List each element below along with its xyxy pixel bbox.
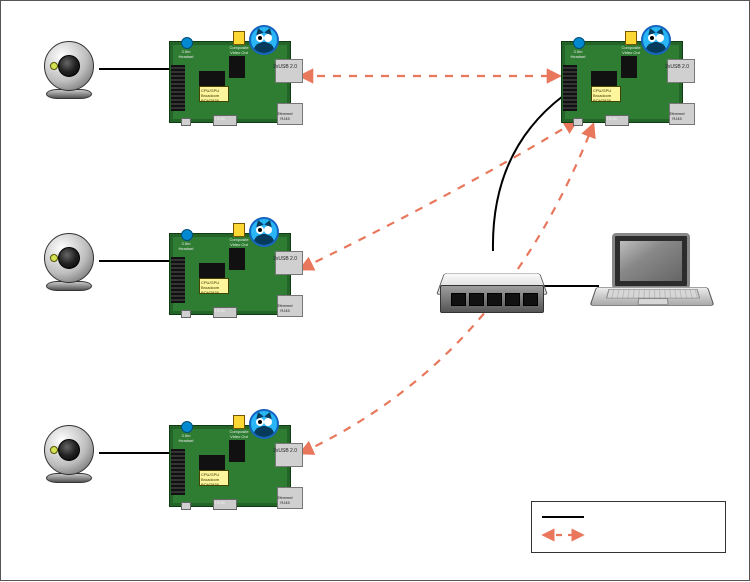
pi-board-pi3: 3.5m Headset Composite Video Out CPU/GPU B…	[169, 415, 299, 507]
pi-sticker-label: CPU/GPU Broadcom BCM2835	[199, 86, 229, 102]
owl-badge-icon	[249, 217, 279, 247]
pi-sticker-label: CPU/GPU Broadcom BCM2835	[591, 86, 621, 102]
pi-mem-chip-icon	[229, 440, 245, 462]
pi-ethernet-label: Ethernet RJ45	[273, 111, 297, 121]
webcam-cam3	[36, 425, 100, 483]
pi-ethernet-label: Ethernet RJ45	[273, 303, 297, 313]
webcam-cam2	[36, 233, 100, 291]
pi-sticker-label: CPU/GPU Broadcom BCM2835	[199, 470, 229, 486]
pi-video-label: Composite Video Out	[225, 237, 253, 247]
pi-ethernet-label: Ethernet RJ45	[665, 111, 689, 121]
laptop-laptop	[596, 233, 706, 323]
pi-usb-label: 2xUSB 2.0	[665, 64, 689, 70]
router-port-icon	[487, 293, 502, 306]
physical-connection-line	[493, 96, 563, 251]
pi-usb-label: 2xUSB 2.0	[273, 256, 297, 262]
pi-usb-label: 2xUSB 2.0	[273, 64, 297, 70]
pi-micro-usb-icon	[181, 502, 191, 510]
legend-row-dashed	[540, 526, 717, 544]
pi-audio-jack-icon	[181, 37, 193, 49]
pi-composite-video-icon	[233, 223, 245, 237]
pi-ethernet-label: Ethernet RJ45	[273, 495, 297, 505]
owl-badge-icon	[249, 409, 279, 439]
pi-audio-jack-icon	[181, 421, 193, 433]
pi-composite-video-icon	[233, 31, 245, 45]
pi-micro-usb-icon	[181, 310, 191, 318]
router-front	[440, 285, 544, 313]
pi-audio-label: 3.5m Headset	[174, 49, 198, 59]
legend-box	[531, 501, 726, 553]
webcam-led-icon	[50, 254, 58, 262]
pi-board-pi1: 3.5m Headset Composite Video Out CPU/GPU B…	[169, 31, 299, 123]
pi-audio-jack-icon	[573, 37, 585, 49]
webcam-lens-icon	[58, 439, 80, 461]
pi-board-pi2: 3.5m Headset Composite Video Out CPU/GPU B…	[169, 223, 299, 315]
pi-usb-port-icon	[275, 443, 303, 467]
pi-composite-video-icon	[625, 31, 637, 45]
webcam-lens-icon	[58, 55, 80, 77]
pi-hdmi-label: HDMI	[215, 308, 225, 313]
owl-badge-icon	[641, 25, 671, 55]
legend-row-solid	[540, 508, 717, 526]
pi-board-pi_hub: 3.5m Headset Composite Video Out CPU/GPU B…	[561, 31, 691, 123]
laptop-keyboard-icon	[606, 289, 700, 298]
pi-gpio-header	[171, 449, 185, 495]
pi-micro-usb-icon	[181, 118, 191, 126]
pi-gpio-header	[171, 257, 185, 303]
laptop-trackpad-icon	[638, 298, 669, 304]
pi-mem-chip-icon	[229, 248, 245, 270]
pi-video-label: Composite Video Out	[225, 45, 253, 55]
router-port-icon	[451, 293, 466, 306]
webcam-led-icon	[50, 62, 58, 70]
pi-mem-chip-icon	[621, 56, 637, 78]
laptop-screen	[612, 233, 690, 289]
pi-hdmi-label: HDMI	[215, 500, 225, 505]
pi-usb-port-icon	[667, 59, 695, 83]
pi-composite-video-icon	[233, 415, 245, 429]
pi-gpio-header	[563, 65, 577, 111]
router-port-icon	[505, 293, 520, 306]
pi-usb-port-icon	[275, 59, 303, 83]
pi-micro-usb-icon	[573, 118, 583, 126]
pi-audio-label: 3.5m Headset	[174, 433, 198, 443]
pi-video-label: Composite Video Out	[617, 45, 645, 55]
pi-usb-label: 2xUSB 2.0	[273, 448, 297, 454]
pi-audio-label: 3.5m Headset	[566, 49, 590, 59]
pi-gpio-header	[171, 65, 185, 111]
pi-hdmi-label: HDMI	[607, 116, 617, 121]
pi-hdmi-label: HDMI	[215, 116, 225, 121]
pi-audio-label: 3.5m Headset	[174, 241, 198, 251]
webcam-led-icon	[50, 446, 58, 454]
pi-usb-port-icon	[275, 251, 303, 275]
laptop-base	[589, 287, 714, 306]
router-port-icon	[523, 293, 538, 306]
pi-video-label: Composite Video Out	[225, 429, 253, 439]
webcam-cam1	[36, 41, 100, 99]
data-connection-line	[301, 121, 576, 269]
pi-audio-jack-icon	[181, 229, 193, 241]
pi-mem-chip-icon	[229, 56, 245, 78]
router-port-icon	[469, 293, 484, 306]
pi-sticker-label: CPU/GPU Broadcom BCM2835	[199, 278, 229, 294]
router-router	[436, 251, 546, 321]
webcam-lens-icon	[58, 247, 80, 269]
owl-badge-icon	[249, 25, 279, 55]
